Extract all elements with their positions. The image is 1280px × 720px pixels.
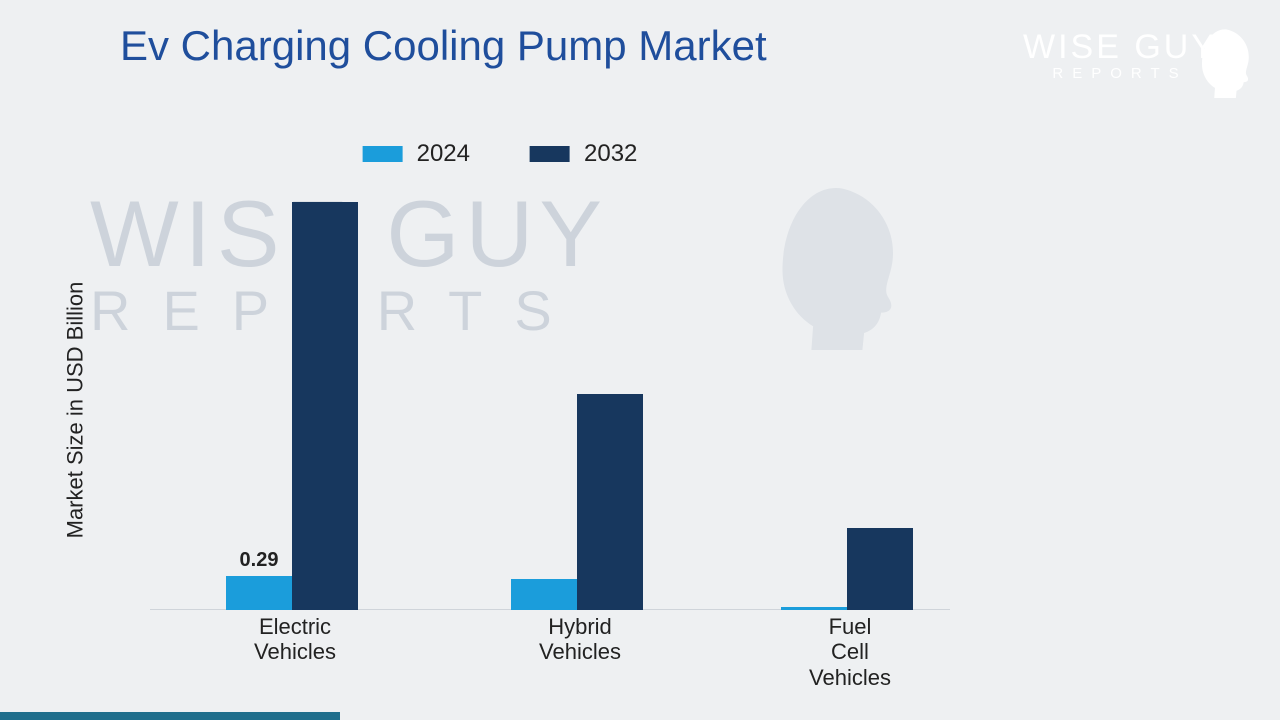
legend-label: 2032 — [584, 140, 637, 168]
chart-title: Ev Charging Cooling Pump Market — [120, 22, 767, 70]
accent-bar — [0, 712, 340, 720]
brand-logo: WISE GUY REPORTS — [990, 28, 1250, 82]
side-panel — [960, 0, 1280, 720]
bar-series-b — [577, 394, 643, 610]
bar-series-a — [511, 579, 577, 611]
bar-series-a — [781, 607, 847, 611]
chart-area: Market Size in USD Billion 2024 2032 0.2… — [50, 140, 950, 680]
legend-label: 2024 — [417, 140, 470, 168]
legend-item: 2024 — [363, 140, 470, 168]
bar-series-b — [847, 528, 913, 610]
plot-area: 0.29 — [150, 190, 950, 610]
head-icon — [1184, 26, 1256, 98]
legend: 2024 2032 — [363, 140, 638, 168]
x-axis-label: HybridVehicles — [495, 614, 665, 665]
bar-series-b — [292, 202, 358, 610]
bar-value-label: 0.29 — [224, 549, 294, 572]
legend-swatch — [363, 146, 403, 162]
x-axis-label: FuelCellVehicles — [765, 614, 935, 690]
x-axis-label: ElectricVehicles — [210, 614, 380, 665]
bar-series-a — [226, 576, 292, 610]
chart-stage: WISE GUY REPORTS WISE GUY REPORTS Ev Cha… — [0, 0, 1280, 720]
legend-swatch — [530, 146, 570, 162]
y-axis-label: Market Size in USD Billion — [63, 282, 89, 539]
legend-item: 2032 — [530, 140, 637, 168]
